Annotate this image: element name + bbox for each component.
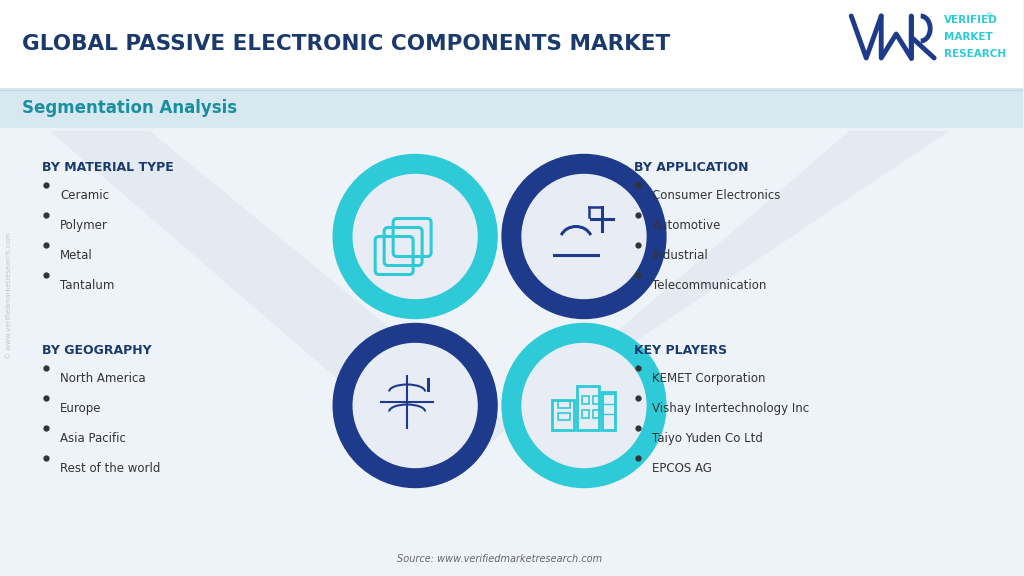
FancyBboxPatch shape (0, 0, 1023, 88)
Text: Polymer: Polymer (60, 219, 108, 232)
Text: Industrial: Industrial (652, 249, 709, 262)
Text: Segmentation Analysis: Segmentation Analysis (22, 99, 238, 117)
Circle shape (353, 175, 477, 298)
Text: KEMET Corporation: KEMET Corporation (652, 372, 766, 385)
Circle shape (502, 324, 666, 487)
Text: North America: North America (60, 372, 145, 385)
Polygon shape (450, 131, 949, 476)
Text: Consumer Electronics: Consumer Electronics (652, 189, 781, 202)
Text: MARKET: MARKET (944, 32, 993, 42)
Circle shape (333, 154, 497, 319)
Text: © www.verifiedmarketresearch.com: © www.verifiedmarketresearch.com (6, 233, 12, 359)
Text: Asia Pacific: Asia Pacific (60, 432, 126, 445)
Text: EPCOS AG: EPCOS AG (652, 462, 713, 475)
Text: Tantalum: Tantalum (60, 279, 115, 292)
Text: Taiyo Yuden Co Ltd: Taiyo Yuden Co Ltd (652, 432, 763, 445)
Text: GLOBAL PASSIVE ELECTRONIC COMPONENTS MARKET: GLOBAL PASSIVE ELECTRONIC COMPONENTS MAR… (22, 34, 671, 54)
Text: BY APPLICATION: BY APPLICATION (635, 161, 749, 174)
Circle shape (502, 154, 666, 319)
Circle shape (333, 324, 497, 487)
Text: KEY PLAYERS: KEY PLAYERS (635, 344, 728, 357)
Text: Europe: Europe (60, 402, 101, 415)
Text: BY GEOGRAPHY: BY GEOGRAPHY (42, 344, 152, 357)
FancyBboxPatch shape (0, 88, 1023, 128)
Text: ®: ® (986, 13, 993, 19)
Text: Automotive: Automotive (652, 219, 721, 232)
Polygon shape (50, 131, 510, 476)
Text: Vishay Intertechnology Inc: Vishay Intertechnology Inc (652, 402, 810, 415)
Text: Telecommunication: Telecommunication (652, 279, 767, 292)
Text: RESEARCH: RESEARCH (944, 49, 1007, 59)
Text: Rest of the world: Rest of the world (60, 462, 161, 475)
Circle shape (353, 343, 477, 468)
Circle shape (522, 343, 646, 468)
Text: Metal: Metal (60, 249, 93, 262)
Text: Ceramic: Ceramic (60, 189, 109, 202)
Circle shape (522, 175, 646, 298)
Text: BY MATERIAL TYPE: BY MATERIAL TYPE (42, 161, 174, 174)
Text: Source: www.verifiedmarketresearch.com: Source: www.verifiedmarketresearch.com (397, 554, 602, 564)
Text: VERIFIED: VERIFIED (944, 15, 998, 25)
